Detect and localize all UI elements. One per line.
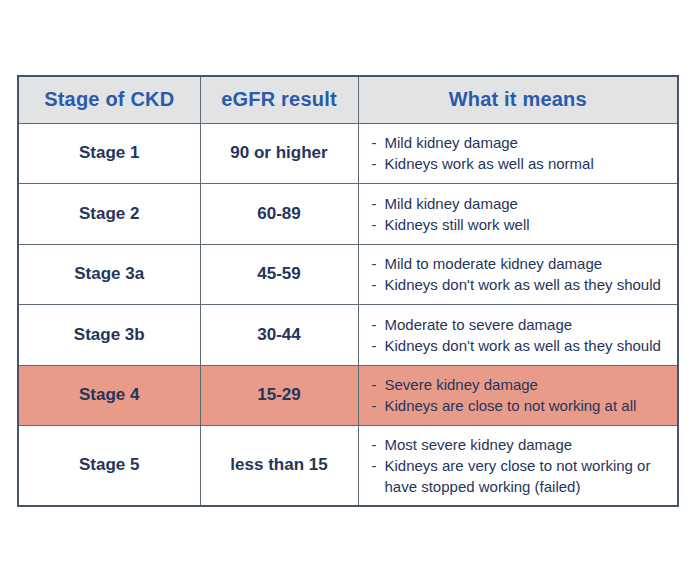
egfr-cell: 30-44 [200,304,358,365]
meaning-list: Mild to moderate kidney damageKidneys do… [371,253,670,295]
table-row: Stage 1 90 or higher Mild kidney damageK… [18,123,678,183]
table-row: Stage 5 less than 15 Most severe kidney … [18,425,678,506]
meaning-cell: Mild kidney damageKidneys work as well a… [358,123,678,183]
stage-cell: Stage 5 [18,425,200,506]
meaning-item: Kidneys work as well as normal [371,153,670,174]
table-row: Stage 3a 45-59 Mild to moderate kidney d… [18,244,678,304]
ckd-stages-page: Stage of CKD eGFR result What it means S… [0,0,695,578]
stage-cell: Stage 2 [18,183,200,244]
table-header: Stage of CKD eGFR result What it means [18,76,678,123]
meaning-list: Moderate to severe damageKidneys don't w… [371,314,670,356]
meaning-cell: Most severe kidney damageKidneys are ver… [358,425,678,506]
meaning-list: Mild kidney damageKidneys still work wel… [371,193,670,235]
stage-cell: Stage 1 [18,123,200,183]
meaning-list: Mild kidney damageKidneys work as well a… [371,132,670,174]
meaning-item: Kidneys are close to not working at all [371,395,670,416]
egfr-cell: less than 15 [200,425,358,506]
meaning-cell: Moderate to severe damageKidneys don't w… [358,304,678,365]
stage-cell: Stage 3a [18,244,200,304]
table-row: Stage 2 60-89 Mild kidney damageKidneys … [18,183,678,244]
header-egfr-result: eGFR result [200,76,358,123]
meaning-item: Mild to moderate kidney damage [371,253,670,274]
meaning-item: Kidneys are very close to not working or… [371,455,670,497]
meaning-list: Severe kidney damageKidneys are close to… [371,374,670,416]
header-row: Stage of CKD eGFR result What it means [18,76,678,123]
meaning-cell: Mild to moderate kidney damageKidneys do… [358,244,678,304]
table-body: Stage 1 90 or higher Mild kidney damageK… [18,123,678,506]
stage-cell: Stage 4 [18,365,200,425]
meaning-cell: Mild kidney damageKidneys still work wel… [358,183,678,244]
meaning-cell: Severe kidney damageKidneys are close to… [358,365,678,425]
header-stage-of-ckd: Stage of CKD [18,76,200,123]
meaning-item: Kidneys still work well [371,214,670,235]
egfr-cell: 45-59 [200,244,358,304]
meaning-item: Mild kidney damage [371,193,670,214]
header-what-it-means: What it means [358,76,678,123]
egfr-cell: 15-29 [200,365,358,425]
table-row: Stage 4 15-29 Severe kidney damageKidney… [18,365,678,425]
egfr-cell: 90 or higher [200,123,358,183]
meaning-item: Moderate to severe damage [371,314,670,335]
stage-cell: Stage 3b [18,304,200,365]
meaning-item: Kidneys don't work as well as they shoul… [371,335,670,356]
table-row: Stage 3b 30-44 Moderate to severe damage… [18,304,678,365]
meaning-item: Kidneys don't work as well as they shoul… [371,274,670,295]
meaning-item: Severe kidney damage [371,374,670,395]
meaning-item: Most severe kidney damage [371,434,670,455]
ckd-stage-table: Stage of CKD eGFR result What it means S… [17,75,679,507]
egfr-cell: 60-89 [200,183,358,244]
meaning-item: Mild kidney damage [371,132,670,153]
meaning-list: Most severe kidney damageKidneys are ver… [371,434,670,497]
